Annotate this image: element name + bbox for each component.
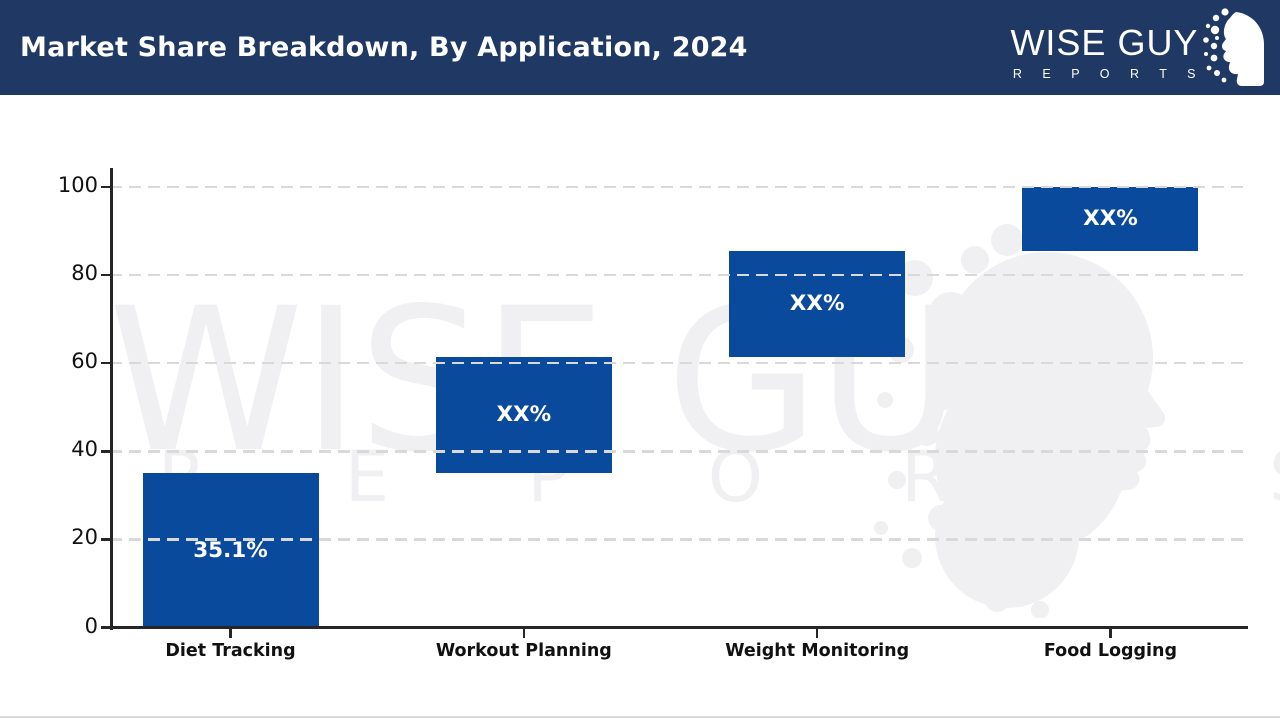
y-tick-label: 60 [71,349,98,374]
x-axis-spine [110,626,1248,630]
x-tick [815,629,819,638]
bar: XX% [1022,187,1199,251]
brand-logo: WISE GUY R E P O R T S [1005,8,1266,86]
y-tick-label: 20 [71,525,98,550]
logo-name-text: WISE GUY [1010,22,1199,63]
header: Market Share Breakdown, By Application, … [0,0,1280,95]
y-tick [101,450,110,453]
gridline [110,538,1248,541]
logo-head-icon [1203,8,1264,86]
x-axis-category-label: Weight Monitoring [725,640,910,661]
watermark-head-icon [867,224,1166,618]
bar-value-label: 35.1% [193,537,268,563]
y-tick-label: 80 [71,261,98,286]
bar: XX% [435,356,612,473]
y-tick-label: 40 [71,437,98,462]
bar-value-label: XX% [496,402,552,428]
x-axis-category-label: Workout Planning [435,640,612,661]
x-tick [522,629,526,638]
y-tick-label: 100 [57,173,98,197]
gridline [110,450,1248,453]
logo-wordmark: WISE GUY R E P O R T S [1005,22,1204,81]
bottom-divider [0,716,1280,718]
y-tick [101,626,110,629]
x-tick [1109,629,1112,638]
x-axis-category-label: Food Logging [1043,640,1178,661]
gridline [110,273,1248,277]
x-axis-category-label: Diet Tracking [165,640,296,661]
bar: XX% [729,250,906,357]
bar: 35.1% [142,472,319,628]
y-tick-label: 0 [84,613,98,638]
page-title: Market Share Breakdown, By Application, … [20,32,748,63]
y-axis-spine [110,168,113,630]
logo-reports-text: R E P O R T S [1012,67,1204,81]
y-tick [101,538,110,541]
y-tick [101,273,110,277]
bar-value-label: XX% [789,291,845,317]
gridline [110,361,1248,365]
y-tick [101,185,110,189]
bar-value-label: XX% [1083,206,1138,232]
x-tick [229,629,232,638]
gridline [110,185,1248,189]
y-tick [101,361,110,365]
